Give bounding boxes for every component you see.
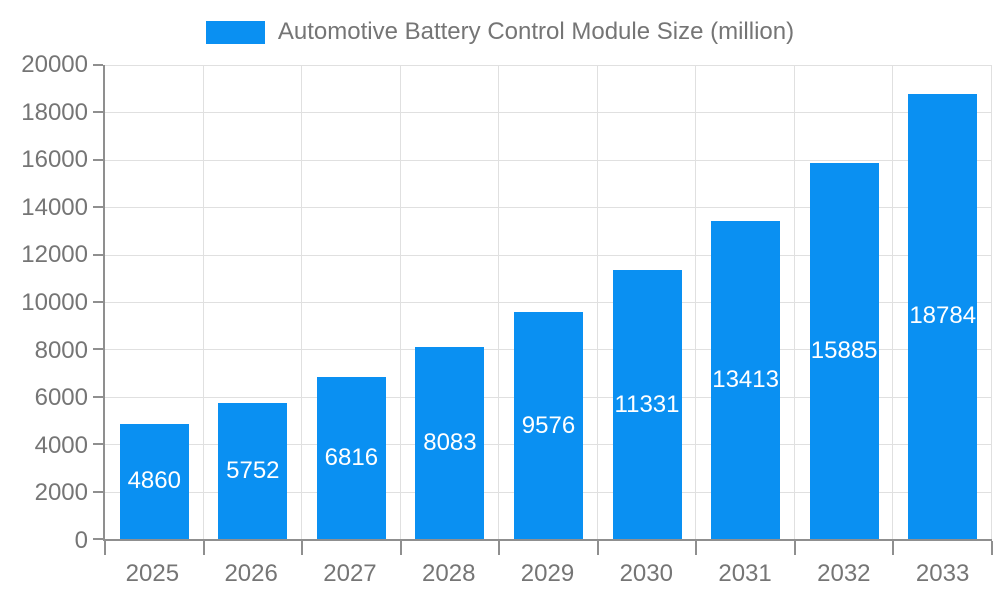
x-tick-label: 2027 (323, 560, 377, 587)
y-axis-labels: 0 2000 4000 6000 8000 10000 12000 14000 16000 180… (0, 53, 88, 553)
bar-2028: 8083 (415, 347, 485, 539)
bar-2030: 11331 (612, 270, 682, 539)
y-tick-label: 12000 (21, 241, 88, 269)
bar-2027: 6816 (316, 377, 386, 539)
x-axis-tick (596, 541, 599, 555)
gridline-horizontal (105, 159, 992, 161)
bar-value-label: 4860 (127, 467, 181, 495)
x-tick-label: 2032 (817, 560, 871, 587)
x-axis-tick (892, 541, 895, 555)
gridline-vertical (695, 65, 697, 539)
x-tick-label: 2028 (422, 560, 476, 587)
y-axis-tick (93, 64, 103, 66)
bar-2032: 15885 (809, 162, 879, 539)
bar-2025: 4860 (119, 423, 189, 539)
y-tick-label: 18000 (21, 98, 88, 126)
gridline-horizontal (105, 207, 992, 209)
gridline-horizontal (105, 302, 992, 303)
x-tick-label: 2029 (520, 560, 575, 587)
y-axis-tick (93, 111, 103, 114)
x-axis-tick (695, 541, 698, 555)
bar-2026: 5752 (218, 402, 288, 539)
gridline-vertical (202, 65, 204, 539)
bar-value-label: 11331 (614, 390, 680, 418)
x-axis-tick (399, 541, 402, 555)
x-axis-labels: 2025 2026 2027 2028 2029 2030 2031 2032 2033 (103, 560, 992, 591)
bar-2029: 9576 (514, 312, 583, 539)
bar-value-label: 6816 (324, 444, 379, 472)
y-tick-label: 20000 (21, 51, 88, 78)
gridline-vertical (991, 65, 992, 539)
y-tick-label: 4000 (34, 431, 88, 459)
x-axis-tick (498, 541, 501, 555)
gridline-vertical (399, 65, 401, 539)
legend-swatch (205, 20, 265, 44)
x-tick-label: 2031 (718, 560, 772, 587)
plot-area: 4860 5752 6816 8083 9576 11331 13413 15885 18784 (93, 64, 993, 555)
y-tick-label: 14000 (21, 193, 88, 221)
chart-legend: Automotive Battery Control Module Size (… (0, 18, 1000, 46)
x-tick-label: 2026 (224, 560, 278, 587)
x-tick-label: 2030 (619, 560, 673, 587)
y-axis-tick (93, 348, 103, 351)
gridline-horizontal (105, 65, 992, 66)
y-tick-label: 6000 (34, 384, 88, 412)
x-tick-label: 2025 (125, 560, 180, 587)
x-axis-tick (202, 541, 205, 555)
y-tick-label: 0 (74, 527, 88, 554)
y-tick-label: 10000 (21, 289, 88, 316)
chart-title: Automotive Battery Control Module Size (… (277, 18, 795, 45)
y-axis-tick (93, 490, 103, 493)
bar-value-label: 15885 (810, 336, 878, 364)
y-tick-label: 8000 (34, 336, 88, 364)
x-tick-label: 2033 (915, 560, 970, 587)
y-tick-label: 16000 (21, 146, 88, 174)
gridline-vertical (301, 65, 303, 539)
bar-2031: 13413 (711, 221, 781, 539)
gridline-horizontal (105, 254, 992, 256)
gridline-vertical (498, 65, 500, 539)
y-axis-tick (93, 206, 103, 209)
x-axis-tick (301, 541, 304, 555)
y-tick-label: 2000 (34, 479, 88, 507)
y-axis-tick (93, 301, 103, 303)
x-axis-tick (793, 541, 796, 555)
gridline-vertical (793, 65, 795, 539)
bar-value-label: 9576 (521, 411, 576, 439)
bar-2033: 18784 (908, 93, 978, 539)
gridline-horizontal (105, 112, 992, 114)
y-axis-tick (93, 395, 103, 398)
y-axis-tick (93, 158, 103, 161)
bar-value-label: 13413 (712, 366, 779, 394)
x-axis-tick (991, 541, 993, 555)
gridline-vertical (892, 65, 894, 539)
y-axis-tick (93, 538, 103, 540)
y-axis-tick (93, 253, 103, 256)
bar-value-label: 18784 (909, 302, 977, 330)
bar-value-label: 5752 (226, 456, 280, 484)
y-axis-tick (93, 443, 103, 446)
bar-value-label: 8083 (423, 429, 477, 457)
x-axis-tick (104, 541, 106, 555)
gridline-vertical (596, 65, 598, 539)
